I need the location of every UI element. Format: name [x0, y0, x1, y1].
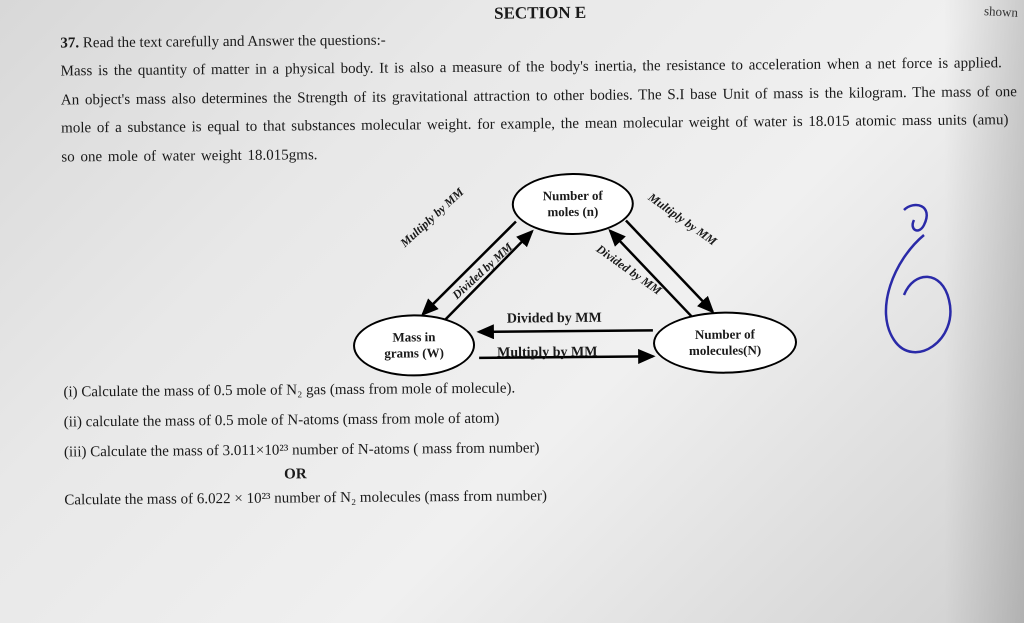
label-bottom-top: Divided by MM: [507, 311, 602, 328]
mole-diagram: Number of moles (n) Mass in grams (W) Nu…: [282, 171, 804, 376]
label-bottom-bot: Multiply by MM: [497, 345, 597, 362]
node-mass: Mass in grams (W): [353, 314, 476, 377]
label-tr-outer: Multiply by MM: [645, 190, 719, 249]
subquestion-alt: Calculate the mass of 6.022 × 10²³ numbe…: [64, 479, 1024, 515]
node-molecules-l1: Number of: [695, 326, 755, 343]
node-moles-l1: Number of: [543, 187, 603, 204]
node-molecules-l2: molecules(N): [689, 342, 761, 359]
label-tr-inner: Divided by MM: [593, 242, 664, 299]
node-mass-l2: grams (W): [384, 345, 444, 362]
section-heading: SECTION E: [60, 0, 1020, 27]
node-moles: Number of moles (n): [512, 172, 635, 235]
node-molecules: Number of molecules(N): [653, 311, 798, 374]
label-tl-inner: Divided by MM: [449, 240, 516, 303]
passage-text: Mass is the quantity of matter in a phys…: [61, 49, 1022, 171]
node-moles-l2: moles (n): [547, 204, 598, 221]
node-mass-l1: Mass in: [392, 329, 435, 346]
exam-page: SECTION E 37. Read the text carefully an…: [0, 0, 1024, 526]
label-tl-outer: Multiply by MM: [397, 185, 467, 251]
question-number: 37.: [60, 35, 79, 51]
question-prompt: Read the text carefully and Answer the q…: [83, 33, 386, 52]
